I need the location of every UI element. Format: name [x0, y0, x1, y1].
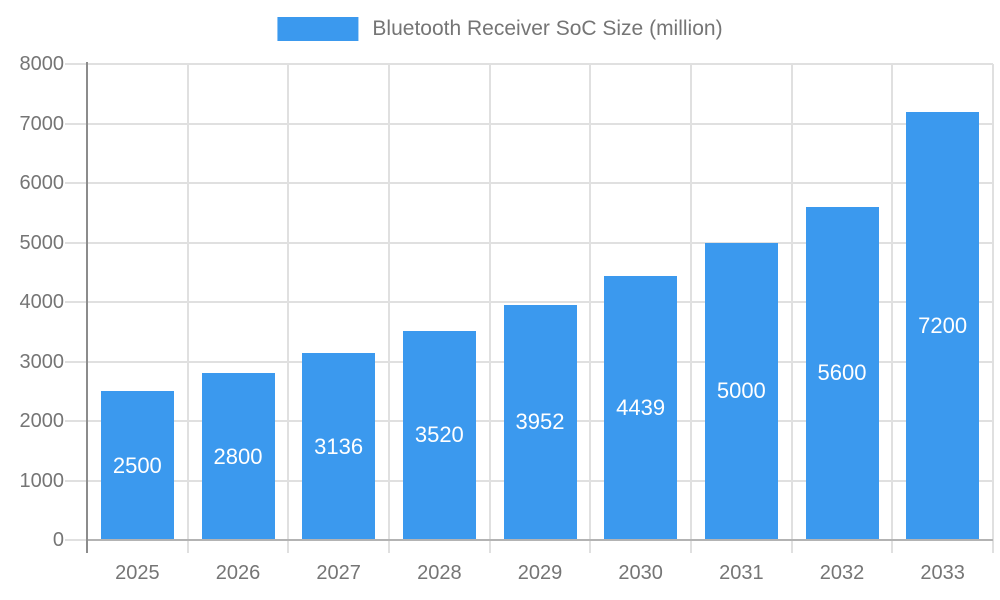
x-axis-tick — [589, 540, 592, 553]
y-tick-label: 8000 — [19, 53, 65, 75]
x-gridline — [790, 64, 793, 540]
y-tick-label: 2000 — [19, 410, 65, 432]
x-axis-line — [87, 539, 993, 541]
y-axis-tick — [65, 479, 87, 482]
y-tick-label: 7000 — [19, 112, 65, 135]
x-tick-label-2027: 2027 — [316, 562, 361, 584]
y-gridline — [87, 63, 993, 65]
bar-value-label: 5600 — [817, 360, 867, 386]
bar-value-label: 2500 — [112, 452, 162, 478]
x-tick-label-2025: 2025 — [115, 562, 160, 584]
x-tick-label-2033: 2033 — [920, 562, 965, 584]
legend-swatch — [277, 17, 359, 41]
x-tick-label-2030: 2030 — [618, 562, 663, 584]
y-tick-label: 4000 — [19, 291, 65, 313]
y-gridline — [87, 301, 993, 303]
x-tick-label-2028: 2028 — [417, 562, 462, 584]
bar-value-label: 3520 — [414, 422, 464, 448]
bar-2029[interactable]: 3952 — [503, 304, 577, 540]
x-gridline — [690, 64, 692, 540]
x-tick-label-2029: 2029 — [517, 562, 563, 584]
y-tick-label: 6000 — [19, 172, 65, 194]
bar-value-label: 7200 — [918, 312, 968, 338]
x-gridline — [388, 64, 390, 540]
bar-value-label: 3136 — [314, 433, 364, 459]
bar-value-label: 5000 — [716, 378, 766, 404]
x-axis-tick — [186, 540, 189, 553]
x-axis-tick — [992, 540, 994, 553]
y-axis-tick — [65, 122, 87, 125]
x-tick-label-2032: 2032 — [819, 562, 865, 584]
x-gridline — [589, 64, 592, 540]
x-gridline — [891, 64, 894, 540]
y-gridline — [87, 122, 993, 125]
y-axis-line — [86, 62, 88, 553]
x-axis-tick — [388, 540, 390, 553]
bar-2032[interactable]: 5600 — [805, 206, 879, 540]
bar-2030[interactable]: 4439 — [604, 275, 678, 540]
bar-2031[interactable]: 5000 — [704, 242, 778, 540]
x-axis-tick — [488, 540, 491, 553]
y-axis-tick — [65, 360, 87, 363]
y-tick-label: 5000 — [19, 231, 65, 254]
bar-value-label: 4439 — [616, 394, 666, 420]
x-tick-label-2026: 2026 — [215, 562, 261, 584]
bar-value-label: 2800 — [213, 443, 263, 469]
y-axis-tick — [65, 241, 87, 244]
y-axis-tick — [65, 539, 87, 541]
x-axis-tick — [690, 540, 692, 553]
y-axis-tick — [65, 301, 87, 303]
x-gridline — [287, 64, 290, 540]
x-axis-tick — [287, 540, 290, 553]
y-axis-tick — [65, 182, 87, 184]
legend-label: Bluetooth Receiver SoC Size (million) — [372, 17, 723, 40]
x-gridline — [992, 64, 994, 540]
bar-value-label: 3952 — [515, 409, 565, 435]
bar-2028[interactable]: 3520 — [402, 330, 476, 540]
x-tick-label-2031: 2031 — [719, 562, 764, 584]
x-gridline — [186, 64, 189, 540]
y-axis-tick — [65, 420, 87, 422]
bar-2033[interactable]: 7200 — [906, 111, 980, 540]
y-gridline — [87, 182, 993, 184]
x-gridline — [488, 64, 491, 540]
bar-2026[interactable]: 2800 — [201, 373, 275, 540]
x-axis-tick — [891, 540, 894, 553]
bar-2025[interactable]: 2500 — [100, 391, 174, 540]
y-tick-label: 3000 — [19, 350, 65, 373]
x-axis-tick — [790, 540, 793, 553]
y-gridline — [87, 241, 993, 244]
y-axis-tick — [65, 63, 87, 65]
y-tick-label: 0 — [52, 529, 64, 551]
bar-2027[interactable]: 3136 — [302, 353, 376, 540]
y-tick-label: 1000 — [19, 469, 65, 492]
legend[interactable]: Bluetooth Receiver SoC Size (million) — [277, 17, 723, 41]
